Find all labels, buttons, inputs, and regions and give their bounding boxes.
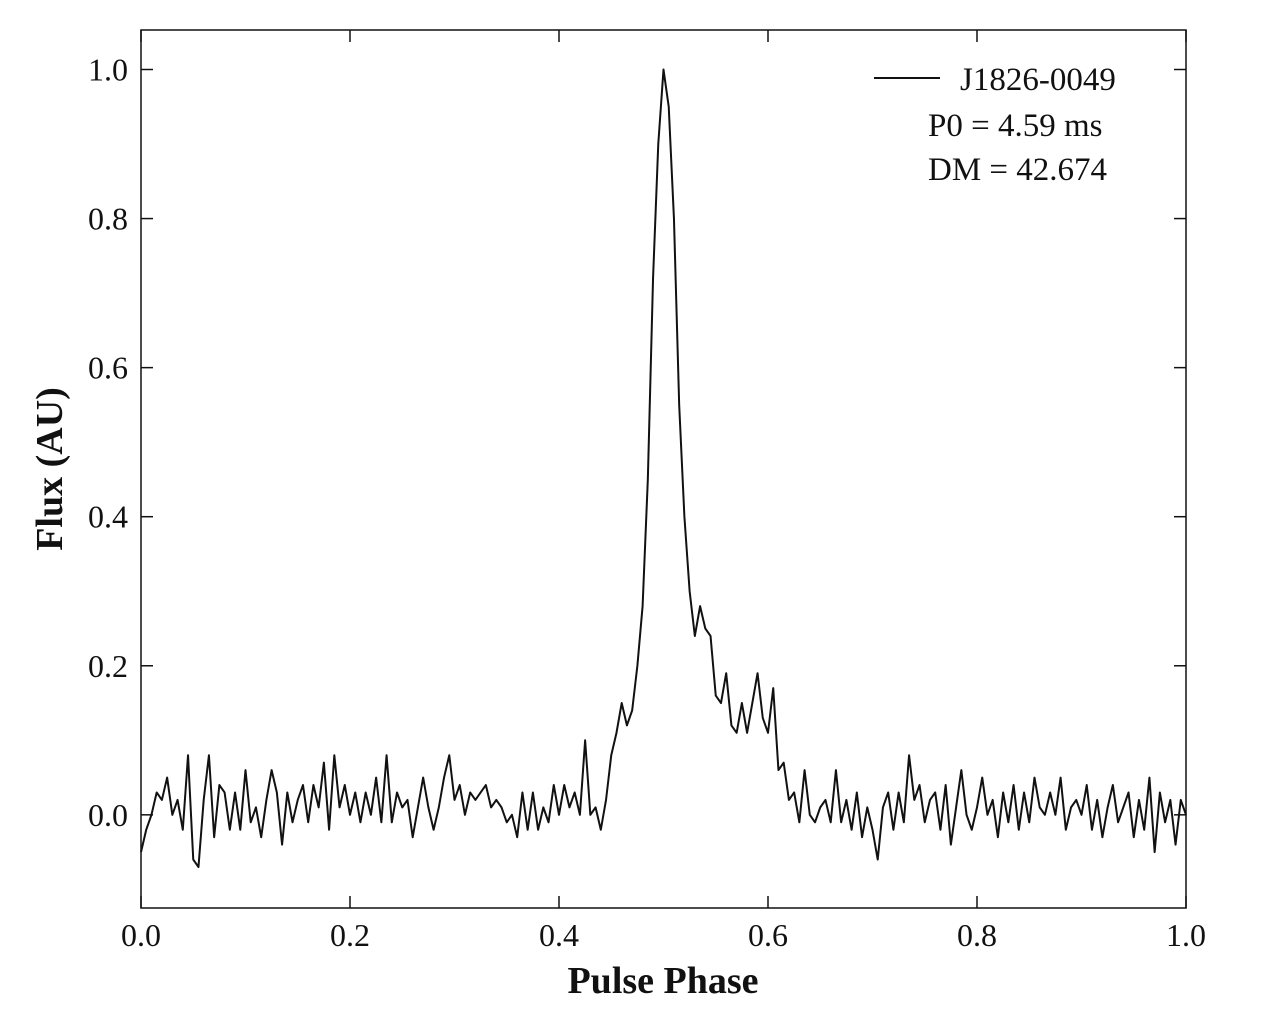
x-tick-label: 1.0 [1166, 917, 1206, 953]
y-tick-label: 1.0 [88, 52, 128, 88]
legend-label: J1826-0049 [960, 62, 1116, 98]
annotation: DM = 42.674 [928, 152, 1107, 188]
x-tick-label: 0.4 [539, 917, 579, 953]
x-tick-label: 0.6 [748, 917, 788, 953]
y-tick-label: 0.8 [88, 201, 128, 237]
y-tick-label: 0.4 [88, 499, 128, 535]
y-tick-label: 0.2 [88, 648, 128, 684]
x-tick-label: 0.8 [957, 917, 997, 953]
x-axis-title: Pulse Phase [567, 960, 758, 1002]
x-tick-label: 0.2 [330, 917, 370, 953]
data-line [140, 68, 1187, 869]
y-tick-label: 0.6 [88, 350, 128, 386]
annotation: P0 = 4.59 ms [928, 108, 1102, 144]
y-axis-title: Flux (AU) [29, 387, 71, 551]
plot-frame [140, 29, 1187, 909]
x-tick-label: 0.0 [121, 917, 161, 953]
y-tick-label: 0.0 [88, 797, 128, 833]
